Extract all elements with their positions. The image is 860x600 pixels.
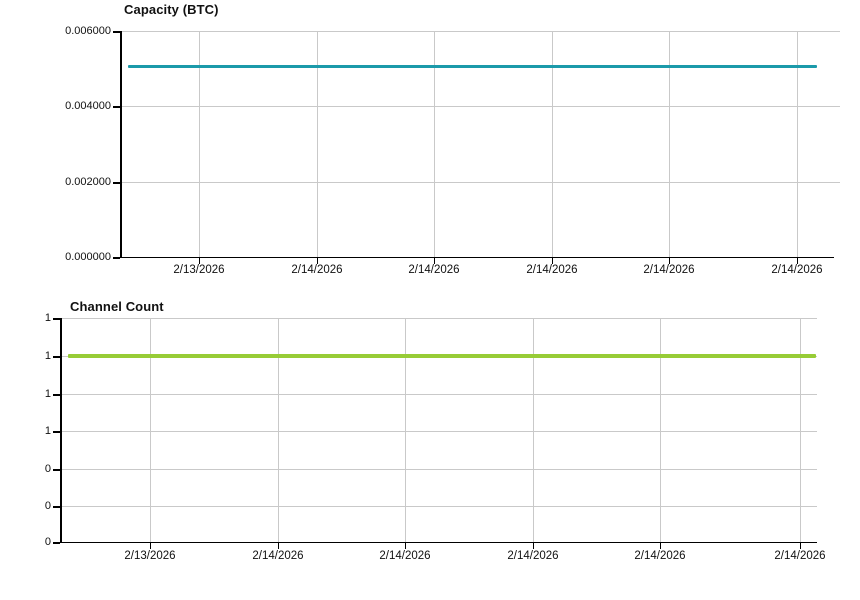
capacity-gridline-h-1 — [120, 106, 840, 107]
capacity-xtick-2 — [434, 258, 435, 264]
capacity-ytick-1 — [113, 106, 120, 108]
channel-count-plot-area[interactable]: 1 1 1 1 0 0 0 2/13/2026 2/14/2026 2/14/2… — [45, 312, 840, 562]
capacity-xtick-0 — [199, 258, 200, 264]
channels-ylabel-5: 0 — [44, 500, 51, 512]
channels-gridline-v-2 — [405, 318, 406, 543]
capacity-gridline-v-4 — [669, 31, 670, 258]
channels-ylabel-2: 1 — [44, 388, 51, 400]
channels-xlabel-2: 2/14/2026 — [379, 550, 431, 562]
capacity-xtick-5 — [797, 258, 798, 264]
channels-gridline-h-2 — [60, 394, 817, 395]
capacity-gridline-v-1 — [317, 31, 318, 258]
channels-ytick-5 — [53, 506, 60, 508]
capacity-y-axis — [120, 31, 122, 258]
capacity-xlabel-0: 2/13/2026 — [173, 264, 225, 276]
capacity-chart-title: Capacity (BTC) — [124, 2, 219, 17]
capacity-ylabel-2: 0.002000 — [65, 176, 111, 188]
channels-ylabel-6: 0 — [44, 536, 51, 548]
channels-ytick-0 — [53, 318, 60, 320]
channels-gridline-v-3 — [533, 318, 534, 543]
capacity-gridline-h-0 — [120, 31, 840, 32]
channel-count-chart-panel: Channel Count 1 1 1 1 0 0 0 — [0, 290, 860, 600]
capacity-xlabel-3: 2/14/2026 — [526, 264, 578, 276]
channels-xtick-1 — [278, 543, 279, 549]
channels-ytick-1 — [53, 356, 60, 358]
capacity-gridline-v-5 — [797, 31, 798, 258]
channels-ylabel-1: 1 — [44, 350, 51, 362]
channels-xtick-0 — [150, 543, 151, 549]
capacity-ylabel-1: 0.004000 — [65, 100, 111, 112]
capacity-x-axis — [120, 256, 834, 258]
capacity-ytick-3 — [113, 257, 120, 259]
channels-xtick-3 — [533, 543, 534, 549]
channels-ytick-4 — [53, 469, 60, 471]
channels-gridline-v-5 — [800, 318, 801, 543]
capacity-xlabel-5: 2/14/2026 — [771, 264, 823, 276]
channels-ytick-6 — [53, 542, 60, 544]
channels-xlabel-1: 2/14/2026 — [252, 550, 304, 562]
channels-ylabel-4: 0 — [44, 463, 51, 475]
channels-xlabel-0: 2/13/2026 — [124, 550, 176, 562]
channels-xtick-5 — [800, 543, 801, 549]
channels-gridline-v-0 — [150, 318, 151, 543]
capacity-ylabel-3: 0.000000 — [65, 251, 111, 263]
capacity-xtick-4 — [669, 258, 670, 264]
channels-ylabel-3: 1 — [44, 425, 51, 437]
channels-gridline-h-4 — [60, 469, 817, 470]
channels-ylabel-0: 1 — [44, 312, 51, 324]
capacity-xtick-1 — [317, 258, 318, 264]
channels-x-axis — [60, 541, 817, 543]
channels-xlabel-4: 2/14/2026 — [634, 550, 686, 562]
channels-xlabel-3: 2/14/2026 — [507, 550, 559, 562]
capacity-xlabel-4: 2/14/2026 — [643, 264, 695, 276]
capacity-gridline-v-2 — [434, 31, 435, 258]
capacity-xtick-3 — [552, 258, 553, 264]
capacity-gridline-h-2 — [120, 182, 840, 183]
channels-xlabel-5: 2/14/2026 — [774, 550, 826, 562]
capacity-gridline-v-0 — [199, 31, 200, 258]
channels-gridline-v-4 — [660, 318, 661, 543]
capacity-chart-panel: Capacity (BTC) 0.006000 0.004000 0.00200… — [0, 0, 860, 290]
channels-gridline-h-0 — [60, 318, 817, 319]
capacity-xlabel-1: 2/14/2026 — [291, 264, 343, 276]
channels-gridline-v-1 — [278, 318, 279, 543]
capacity-ylabel-0: 0.006000 — [65, 25, 111, 37]
capacity-xlabel-2: 2/14/2026 — [408, 264, 460, 276]
channel-count-chart-title: Channel Count — [70, 299, 164, 314]
channels-xtick-2 — [405, 543, 406, 549]
channels-ytick-2 — [53, 394, 60, 396]
capacity-ytick-2 — [113, 182, 120, 184]
capacity-gridline-v-3 — [552, 31, 553, 258]
channels-xtick-4 — [660, 543, 661, 549]
channels-gridline-h-5 — [60, 506, 817, 507]
capacity-ytick-0 — [113, 31, 120, 33]
channels-gridline-h-3 — [60, 431, 817, 432]
channels-ytick-3 — [53, 431, 60, 433]
channels-y-axis — [60, 318, 62, 543]
capacity-series-line[interactable] — [128, 65, 817, 68]
capacity-plot-area[interactable]: 0.006000 0.004000 0.002000 0.000000 2/13… — [65, 25, 840, 276]
channel-count-series-line[interactable] — [68, 354, 816, 358]
